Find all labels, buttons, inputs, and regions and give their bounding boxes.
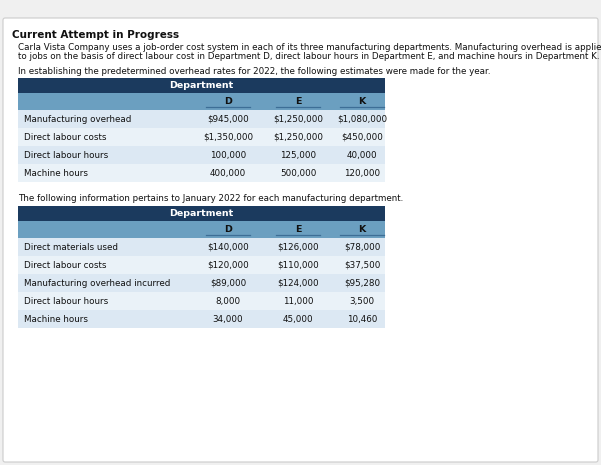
- Text: E: E: [294, 225, 301, 234]
- Text: Machine hours: Machine hours: [24, 168, 88, 178]
- Text: $1,250,000: $1,250,000: [273, 114, 323, 124]
- Text: $120,000: $120,000: [207, 260, 249, 270]
- Bar: [18, 164, 385, 182]
- Text: D: D: [224, 225, 232, 234]
- Text: $1,250,000: $1,250,000: [273, 133, 323, 141]
- Text: Direct labour costs: Direct labour costs: [24, 133, 106, 141]
- Text: $95,280: $95,280: [344, 279, 380, 287]
- Text: to jobs on the basis of direct labour cost in Department D, direct labour hours : to jobs on the basis of direct labour co…: [18, 52, 600, 61]
- Text: Department: Department: [169, 209, 234, 218]
- Bar: [18, 256, 385, 274]
- Text: The following information pertains to January 2022 for each manufacturing depart: The following information pertains to Ja…: [18, 194, 403, 203]
- Text: Machine hours: Machine hours: [24, 314, 88, 324]
- Text: Department: Department: [169, 81, 234, 90]
- Text: 8,000: 8,000: [215, 297, 240, 306]
- Text: Current Attempt in Progress: Current Attempt in Progress: [12, 30, 179, 40]
- Text: $1,080,000: $1,080,000: [337, 114, 387, 124]
- Text: 10,460: 10,460: [347, 314, 377, 324]
- Text: Manufacturing overhead: Manufacturing overhead: [24, 114, 132, 124]
- Text: 400,000: 400,000: [210, 168, 246, 178]
- Text: Direct labour costs: Direct labour costs: [24, 260, 106, 270]
- Text: K: K: [358, 225, 365, 234]
- Text: 34,000: 34,000: [213, 314, 243, 324]
- Text: Direct labour hours: Direct labour hours: [24, 297, 108, 306]
- Text: In establishing the predetermined overhead rates for 2022, the following estimat: In establishing the predetermined overhe…: [18, 67, 490, 76]
- Bar: [18, 128, 385, 146]
- Text: $140,000: $140,000: [207, 243, 249, 252]
- Text: 40,000: 40,000: [347, 151, 377, 159]
- Text: $78,000: $78,000: [344, 243, 380, 252]
- Bar: [18, 78, 385, 93]
- FancyBboxPatch shape: [3, 18, 598, 462]
- Text: $89,000: $89,000: [210, 279, 246, 287]
- Text: 120,000: 120,000: [344, 168, 380, 178]
- Text: E: E: [294, 97, 301, 106]
- Bar: [18, 93, 385, 110]
- Text: D: D: [224, 97, 232, 106]
- Text: 125,000: 125,000: [280, 151, 316, 159]
- Text: 500,000: 500,000: [280, 168, 316, 178]
- Text: Direct materials used: Direct materials used: [24, 243, 118, 252]
- Text: $37,500: $37,500: [344, 260, 380, 270]
- Text: 100,000: 100,000: [210, 151, 246, 159]
- Text: $450,000: $450,000: [341, 133, 383, 141]
- Bar: [18, 221, 385, 238]
- Text: $110,000: $110,000: [277, 260, 319, 270]
- Bar: [18, 310, 385, 328]
- Text: 11,000: 11,000: [282, 297, 313, 306]
- Bar: [18, 238, 385, 256]
- Bar: [18, 274, 385, 292]
- Text: $1,350,000: $1,350,000: [203, 133, 253, 141]
- Bar: [18, 206, 385, 221]
- Text: 45,000: 45,000: [282, 314, 313, 324]
- Bar: [18, 292, 385, 310]
- Text: 3,500: 3,500: [349, 297, 374, 306]
- Text: Carla Vista Company uses a job-order cost system in each of its three manufactur: Carla Vista Company uses a job-order cos…: [18, 43, 601, 52]
- Text: $945,000: $945,000: [207, 114, 249, 124]
- Text: K: K: [358, 97, 365, 106]
- Text: Direct labour hours: Direct labour hours: [24, 151, 108, 159]
- Text: $126,000: $126,000: [277, 243, 319, 252]
- Text: Manufacturing overhead incurred: Manufacturing overhead incurred: [24, 279, 170, 287]
- Bar: [18, 146, 385, 164]
- Text: $124,000: $124,000: [277, 279, 319, 287]
- Bar: [18, 110, 385, 128]
